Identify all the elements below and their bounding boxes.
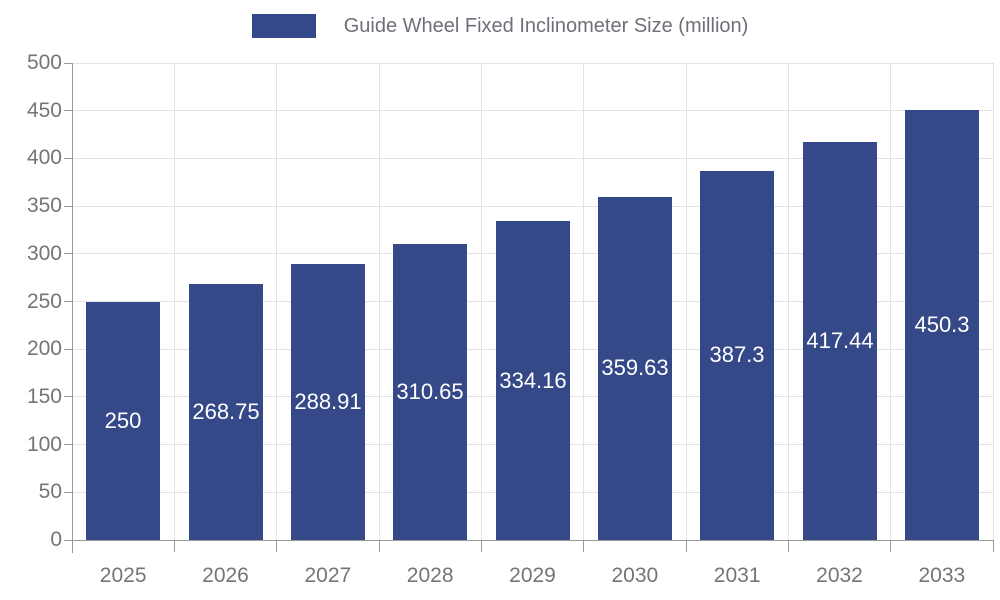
x-axis-label: 2033	[918, 564, 966, 587]
x-gridline	[276, 63, 278, 540]
legend-item[interactable]: Guide Wheel Fixed Inclinometer Size (mil…	[0, 14, 1000, 38]
x-axis-tick	[276, 540, 278, 552]
y-axis-tick	[64, 301, 72, 302]
x-axis-tick	[890, 540, 892, 552]
x-axis-tick	[173, 540, 175, 552]
x-gridline	[480, 63, 482, 540]
x-axis-tick	[583, 540, 585, 552]
bar-value-label: 387.3	[709, 342, 765, 368]
y-axis-label: 450	[26, 98, 62, 122]
bar-value-label: 450.3	[914, 312, 970, 338]
x-axis-tick	[71, 540, 73, 552]
x-gridline	[890, 63, 892, 540]
y-axis-tick	[64, 62, 72, 64]
y-axis-tick	[64, 110, 72, 112]
y-gridline	[72, 205, 993, 207]
x-axis-label: 2030	[611, 564, 659, 587]
x-gridline	[378, 63, 380, 540]
bar-value-label: 359.63	[601, 355, 669, 381]
x-axis-label: 2028	[406, 564, 454, 587]
y-axis-label: 300	[26, 241, 62, 265]
y-axis-tick	[64, 253, 72, 255]
x-axis-tick	[378, 540, 380, 552]
y-gridline	[72, 62, 993, 64]
y-axis-label: 50	[38, 480, 62, 504]
x-axis-tick	[480, 540, 482, 552]
y-axis-label: 100	[26, 432, 62, 456]
y-axis-label: 350	[26, 194, 62, 218]
bar-2033[interactable]: 450.3	[905, 110, 979, 540]
y-axis-tick	[64, 444, 72, 446]
y-axis-label: 150	[26, 384, 62, 408]
y-axis-label: 250	[26, 289, 62, 313]
x-gridline	[787, 63, 789, 540]
bar-2030[interactable]: 359.63	[598, 196, 672, 540]
y-axis-line	[72, 63, 73, 553]
bar-value-label: 417.44	[806, 327, 874, 353]
y-gridline	[72, 110, 993, 112]
bar-value-label: 334.16	[499, 367, 567, 393]
bar-2025[interactable]: 250	[86, 301, 160, 540]
x-gridline	[173, 63, 175, 540]
legend-swatch	[251, 14, 316, 38]
x-axis-tick	[685, 540, 687, 552]
bar-value-label: 310.65	[396, 378, 464, 404]
bar-2031[interactable]: 387.3	[700, 170, 774, 540]
x-axis-tick	[992, 540, 994, 552]
x-axis-label: 2031	[713, 564, 761, 587]
x-axis-label: 2029	[509, 564, 556, 587]
y-axis-tick	[64, 539, 72, 541]
bar-2032[interactable]: 417.44	[803, 141, 877, 540]
x-gridline	[583, 63, 585, 540]
y-gridline	[72, 157, 993, 159]
x-gridline	[992, 63, 994, 540]
y-axis-tick	[64, 396, 72, 398]
bar-2028[interactable]: 310.65	[393, 243, 467, 540]
y-axis-label: 500	[26, 51, 62, 74]
legend-label: Guide Wheel Fixed Inclinometer Size (mil…	[343, 15, 749, 37]
bar-value-label: 268.75	[192, 398, 260, 424]
y-axis-label: 0	[50, 528, 62, 551]
x-axis-label: 2025	[99, 564, 147, 587]
x-axis-tick	[787, 540, 789, 552]
y-axis-label: 400	[26, 146, 62, 170]
y-axis-label: 200	[26, 337, 62, 361]
bar-value-label: 250	[104, 407, 142, 433]
x-axis-label: 2032	[816, 564, 863, 587]
bar-value-label: 288.91	[294, 389, 362, 415]
x-axis-label: 2027	[304, 564, 352, 587]
y-axis-tick	[64, 348, 72, 350]
x-gridline	[685, 63, 687, 540]
y-axis-tick	[64, 491, 72, 493]
bar-2027[interactable]: 288.91	[291, 264, 365, 540]
x-axis-line	[72, 540, 993, 541]
y-axis-tick	[64, 157, 72, 159]
x-axis-label: 2026	[202, 564, 249, 587]
bar-2026[interactable]: 268.75	[189, 283, 263, 540]
bar-2029[interactable]: 334.16	[496, 221, 570, 540]
y-axis-tick	[64, 205, 72, 207]
